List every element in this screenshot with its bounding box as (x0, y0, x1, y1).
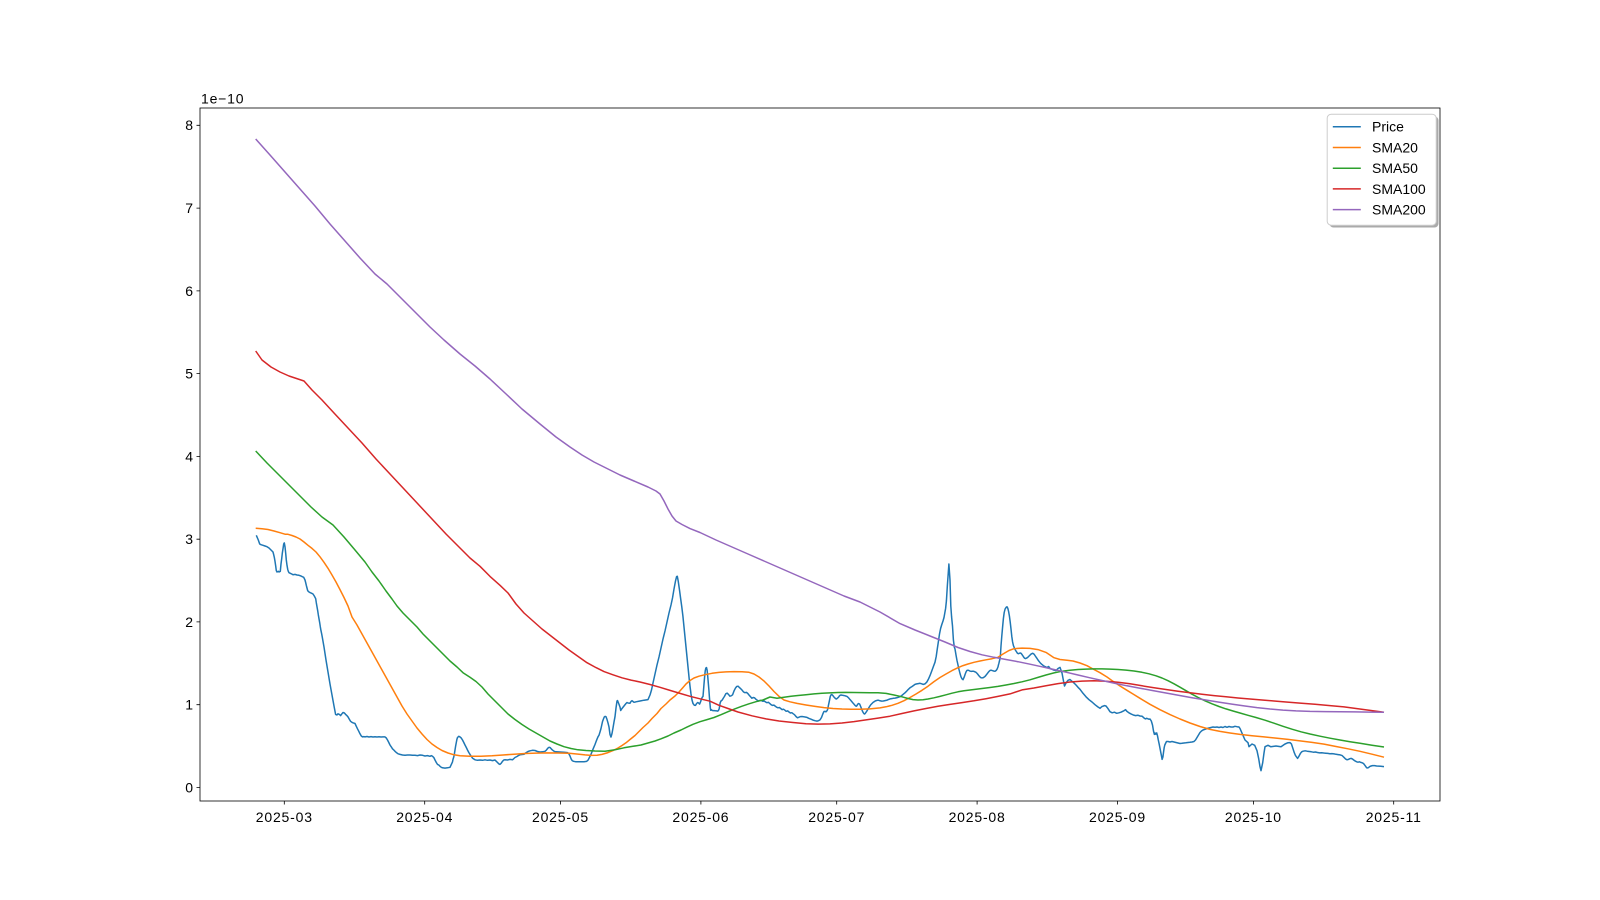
svg-text:2025-07: 2025-07 (808, 809, 865, 825)
svg-text:2: 2 (185, 614, 193, 630)
svg-text:2025-10: 2025-10 (1225, 809, 1282, 825)
svg-text:SMA50: SMA50 (1372, 160, 1418, 176)
svg-text:7: 7 (185, 200, 193, 216)
svg-text:2025-04: 2025-04 (396, 809, 453, 825)
svg-text:1e−10: 1e−10 (201, 91, 244, 107)
svg-text:2025-08: 2025-08 (949, 809, 1006, 825)
svg-text:6: 6 (185, 283, 193, 299)
svg-text:3: 3 (185, 531, 193, 547)
svg-text:2025-05: 2025-05 (532, 809, 589, 825)
svg-text:Price: Price (1372, 119, 1404, 135)
svg-text:SMA20: SMA20 (1372, 139, 1418, 155)
svg-text:0: 0 (185, 779, 193, 795)
svg-text:2025-06: 2025-06 (672, 809, 729, 825)
svg-text:5: 5 (185, 366, 193, 382)
svg-text:2025-03: 2025-03 (256, 809, 313, 825)
svg-text:SMA100: SMA100 (1372, 181, 1426, 197)
svg-text:1: 1 (185, 697, 193, 713)
svg-text:2025-09: 2025-09 (1089, 809, 1146, 825)
svg-text:2025-11: 2025-11 (1366, 809, 1422, 825)
svg-text:8: 8 (185, 117, 193, 133)
svg-text:4: 4 (185, 448, 193, 464)
svg-text:SMA200: SMA200 (1372, 202, 1426, 218)
